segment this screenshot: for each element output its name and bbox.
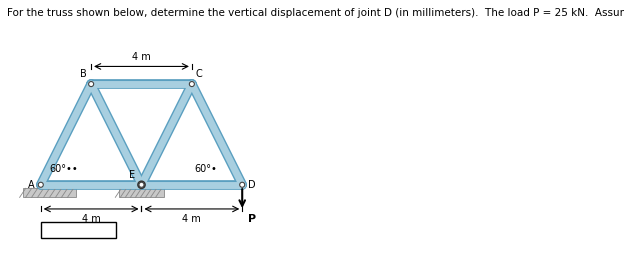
Circle shape <box>139 182 144 187</box>
Text: D: D <box>248 180 256 190</box>
Circle shape <box>138 181 145 188</box>
Text: P: P <box>248 214 256 224</box>
Bar <box>41 222 116 238</box>
Text: 60°•: 60°• <box>194 164 217 174</box>
Text: A: A <box>28 180 35 190</box>
Text: 4 m: 4 m <box>82 214 100 224</box>
Polygon shape <box>23 188 76 197</box>
Text: 4 m: 4 m <box>132 52 151 63</box>
Text: C: C <box>196 69 203 79</box>
Circle shape <box>240 182 245 187</box>
Text: E: E <box>129 170 135 180</box>
Text: 60°••: 60°•• <box>50 164 79 174</box>
Text: B: B <box>80 69 87 79</box>
Text: For the truss shown below, determine the vertical displacement of joint D (in mi: For the truss shown below, determine the… <box>7 8 624 18</box>
Circle shape <box>89 82 94 87</box>
Polygon shape <box>119 188 164 197</box>
Text: 4 m: 4 m <box>182 214 201 224</box>
Circle shape <box>189 82 194 87</box>
Circle shape <box>38 182 43 187</box>
